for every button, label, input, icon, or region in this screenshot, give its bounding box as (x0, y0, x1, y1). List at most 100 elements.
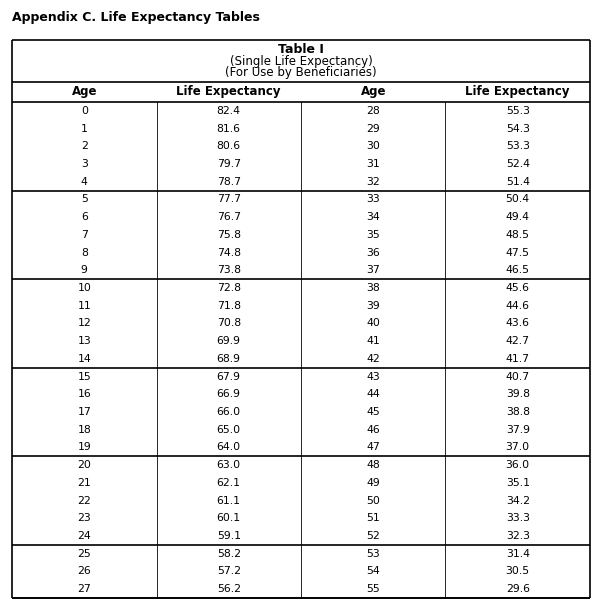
Text: 53: 53 (367, 548, 380, 559)
Text: 47: 47 (367, 443, 380, 452)
Text: 38: 38 (367, 283, 380, 293)
Text: 47.5: 47.5 (506, 247, 530, 258)
Text: 5: 5 (81, 195, 88, 204)
Text: 32.3: 32.3 (506, 531, 530, 541)
Text: 29.6: 29.6 (506, 584, 530, 594)
Text: 16: 16 (78, 389, 91, 399)
Text: 3: 3 (81, 159, 88, 169)
Text: 52.4: 52.4 (506, 159, 530, 169)
Text: Age: Age (361, 86, 386, 98)
Text: 22: 22 (78, 496, 91, 506)
Text: (Single Life Expectancy): (Single Life Expectancy) (229, 55, 373, 67)
Text: 43: 43 (367, 371, 380, 382)
Text: 33.3: 33.3 (506, 513, 530, 523)
Text: Table I: Table I (278, 43, 324, 56)
Text: 67.9: 67.9 (217, 371, 241, 382)
Text: 52: 52 (367, 531, 380, 541)
Text: 80.6: 80.6 (217, 141, 241, 151)
Text: 45.6: 45.6 (506, 283, 530, 293)
Text: 59.1: 59.1 (217, 531, 241, 541)
Text: Life Expectancy: Life Expectancy (176, 86, 281, 98)
Text: 63.0: 63.0 (217, 460, 241, 470)
Text: 51.4: 51.4 (506, 177, 530, 187)
Text: 35: 35 (367, 230, 380, 240)
Text: 45: 45 (367, 407, 380, 417)
Text: 74.8: 74.8 (217, 247, 241, 258)
Text: 17: 17 (78, 407, 91, 417)
Text: 62.1: 62.1 (217, 478, 241, 488)
Text: Age: Age (72, 86, 97, 98)
Text: 72.8: 72.8 (217, 283, 241, 293)
Text: 61.1: 61.1 (217, 496, 241, 506)
Text: 35.1: 35.1 (506, 478, 530, 488)
Text: 34.2: 34.2 (506, 496, 530, 506)
Text: 70.8: 70.8 (217, 319, 241, 328)
Text: 64.0: 64.0 (217, 443, 241, 452)
Text: 51: 51 (367, 513, 380, 523)
Text: 37.0: 37.0 (506, 443, 530, 452)
Text: 75.8: 75.8 (217, 230, 241, 240)
Text: 29: 29 (367, 123, 380, 134)
Text: 2: 2 (81, 141, 88, 151)
Text: 66.0: 66.0 (217, 407, 241, 417)
Text: 44: 44 (367, 389, 380, 399)
Text: 71.8: 71.8 (217, 301, 241, 311)
Text: 24: 24 (78, 531, 91, 541)
Text: 11: 11 (78, 301, 91, 311)
Text: 37: 37 (367, 265, 380, 275)
Text: 36: 36 (367, 247, 380, 258)
Text: Life Expectancy: Life Expectancy (465, 86, 570, 98)
Text: 46: 46 (367, 425, 380, 435)
Text: 25: 25 (78, 548, 91, 559)
Text: 12: 12 (78, 319, 91, 328)
Text: 18: 18 (78, 425, 91, 435)
Text: 39.8: 39.8 (506, 389, 530, 399)
Text: 81.6: 81.6 (217, 123, 241, 134)
Text: 57.2: 57.2 (217, 567, 241, 576)
Text: 20: 20 (77, 460, 91, 470)
Text: 26: 26 (78, 567, 91, 576)
Text: 42: 42 (367, 354, 380, 364)
Text: 50: 50 (366, 496, 380, 506)
Text: 76.7: 76.7 (217, 212, 241, 222)
Text: 73.8: 73.8 (217, 265, 241, 275)
Text: 58.2: 58.2 (217, 548, 241, 559)
Text: 39: 39 (367, 301, 380, 311)
Text: 40.7: 40.7 (506, 371, 530, 382)
Text: 69.9: 69.9 (217, 336, 241, 346)
Text: 41.7: 41.7 (506, 354, 530, 364)
Text: 28: 28 (367, 106, 380, 116)
Text: (For Use by Beneficiaries): (For Use by Beneficiaries) (225, 66, 377, 79)
Text: 50.4: 50.4 (506, 195, 530, 204)
Text: 38.8: 38.8 (506, 407, 530, 417)
Text: 6: 6 (81, 212, 88, 222)
Text: 7: 7 (81, 230, 88, 240)
Text: 0: 0 (81, 106, 88, 116)
Text: 10: 10 (77, 283, 91, 293)
Text: 8: 8 (81, 247, 88, 258)
Text: 32: 32 (367, 177, 380, 187)
Text: 30: 30 (366, 141, 380, 151)
Text: 48: 48 (367, 460, 380, 470)
Text: 30.5: 30.5 (506, 567, 530, 576)
Text: 65.0: 65.0 (217, 425, 241, 435)
Text: 21: 21 (78, 478, 91, 488)
Text: 49.4: 49.4 (506, 212, 530, 222)
Text: 34: 34 (367, 212, 380, 222)
Text: 60.1: 60.1 (217, 513, 241, 523)
Text: 48.5: 48.5 (506, 230, 530, 240)
Text: Appendix C. Life Expectancy Tables: Appendix C. Life Expectancy Tables (12, 11, 260, 24)
Text: 79.7: 79.7 (217, 159, 241, 169)
Text: 53.3: 53.3 (506, 141, 530, 151)
Text: 68.9: 68.9 (217, 354, 241, 364)
Text: 1: 1 (81, 123, 88, 134)
Text: 55: 55 (367, 584, 380, 594)
Text: 54: 54 (367, 567, 380, 576)
Text: 15: 15 (78, 371, 91, 382)
Text: 82.4: 82.4 (217, 106, 241, 116)
Text: 14: 14 (78, 354, 91, 364)
Text: 36.0: 36.0 (506, 460, 530, 470)
Text: 33: 33 (367, 195, 380, 204)
Text: 66.9: 66.9 (217, 389, 241, 399)
Text: 55.3: 55.3 (506, 106, 530, 116)
